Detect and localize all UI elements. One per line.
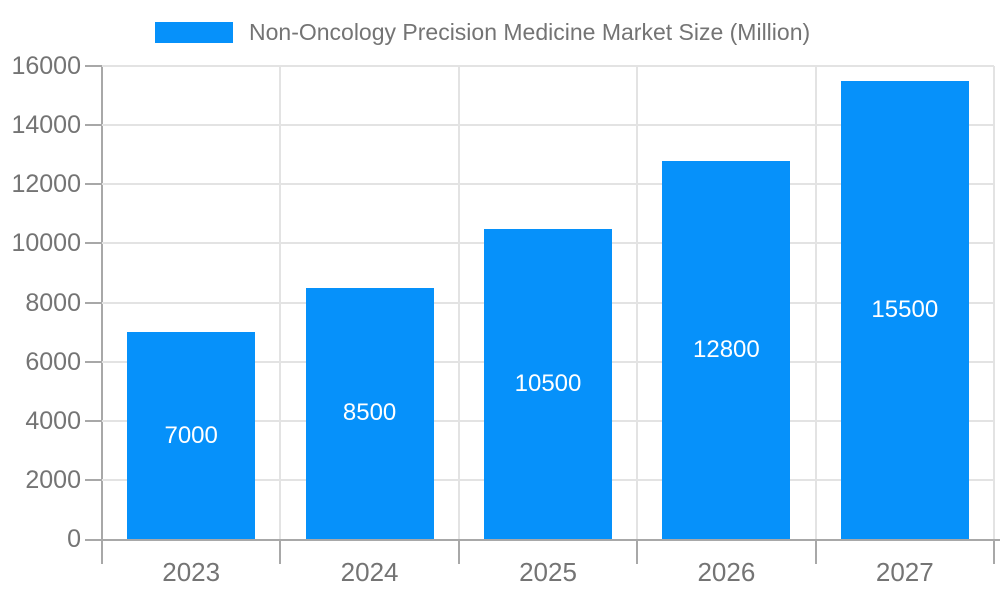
h-gridline bbox=[102, 183, 994, 186]
y-axis-tick bbox=[85, 360, 102, 363]
bar-value-label: 10500 bbox=[514, 369, 582, 397]
bar-2024[interactable]: 8500 bbox=[305, 287, 434, 539]
plot-area: 7000 8500 10500 12800 15500 bbox=[102, 65, 995, 539]
y-axis-tick bbox=[85, 419, 102, 422]
legend[interactable]: Non-Oncology Precision Medicine Market S… bbox=[155, 19, 810, 46]
x-tick-label-2025: 2025 bbox=[519, 557, 577, 587]
h-gridline bbox=[102, 124, 994, 127]
bar-2023[interactable]: 7000 bbox=[127, 332, 256, 539]
x-axis-tick bbox=[993, 541, 995, 564]
bar-2027[interactable]: 15500 bbox=[840, 80, 969, 539]
y-tick-label: 6000 bbox=[25, 347, 81, 376]
x-tick-label-2026: 2026 bbox=[697, 557, 756, 587]
bar-2025[interactable]: 10500 bbox=[484, 228, 612, 539]
x-axis-tick bbox=[279, 541, 282, 564]
bar-value-label: 15500 bbox=[871, 295, 939, 323]
v-gridline bbox=[993, 66, 995, 539]
y-tick-label: 14000 bbox=[11, 111, 81, 140]
x-axis-tick bbox=[814, 541, 817, 564]
y-axis-tick bbox=[85, 65, 102, 67]
v-gridline bbox=[814, 66, 817, 539]
y-tick-label: 12000 bbox=[11, 170, 81, 199]
y-tick-label: 8000 bbox=[25, 288, 81, 317]
x-axis-line bbox=[85, 539, 1000, 541]
y-tick-label: 2000 bbox=[25, 465, 81, 494]
legend-swatch-icon bbox=[155, 22, 233, 43]
y-axis-tick bbox=[85, 242, 102, 245]
x-axis-tick bbox=[457, 541, 460, 564]
v-gridline bbox=[279, 66, 282, 539]
x-tick-label-2027: 2027 bbox=[875, 557, 934, 587]
v-gridline bbox=[457, 66, 460, 539]
y-axis-tick bbox=[85, 124, 102, 127]
x-tick-label-2024: 2024 bbox=[340, 557, 399, 587]
bar-value-label: 8500 bbox=[342, 399, 397, 427]
legend-label: Non-Oncology Precision Medicine Market S… bbox=[249, 19, 811, 45]
bar-2026[interactable]: 12800 bbox=[662, 160, 791, 539]
y-tick-label: 4000 bbox=[25, 406, 81, 435]
x-tick-label-2023: 2023 bbox=[162, 557, 221, 587]
y-axis-tick bbox=[85, 183, 102, 186]
y-tick-label: 16000 bbox=[11, 52, 81, 80]
y-axis-tick bbox=[85, 478, 102, 481]
x-axis-tick bbox=[636, 541, 639, 564]
y-axis-tick bbox=[85, 301, 102, 304]
y-tick-label: 10000 bbox=[11, 229, 81, 258]
x-axis-tick bbox=[101, 541, 103, 564]
bar-value-label: 7000 bbox=[164, 421, 218, 449]
v-gridline bbox=[636, 66, 639, 539]
h-gridline bbox=[102, 65, 994, 67]
y-axis-line bbox=[101, 66, 103, 541]
bar-value-label: 12800 bbox=[693, 335, 760, 363]
y-tick-label: 0 bbox=[67, 525, 81, 553]
